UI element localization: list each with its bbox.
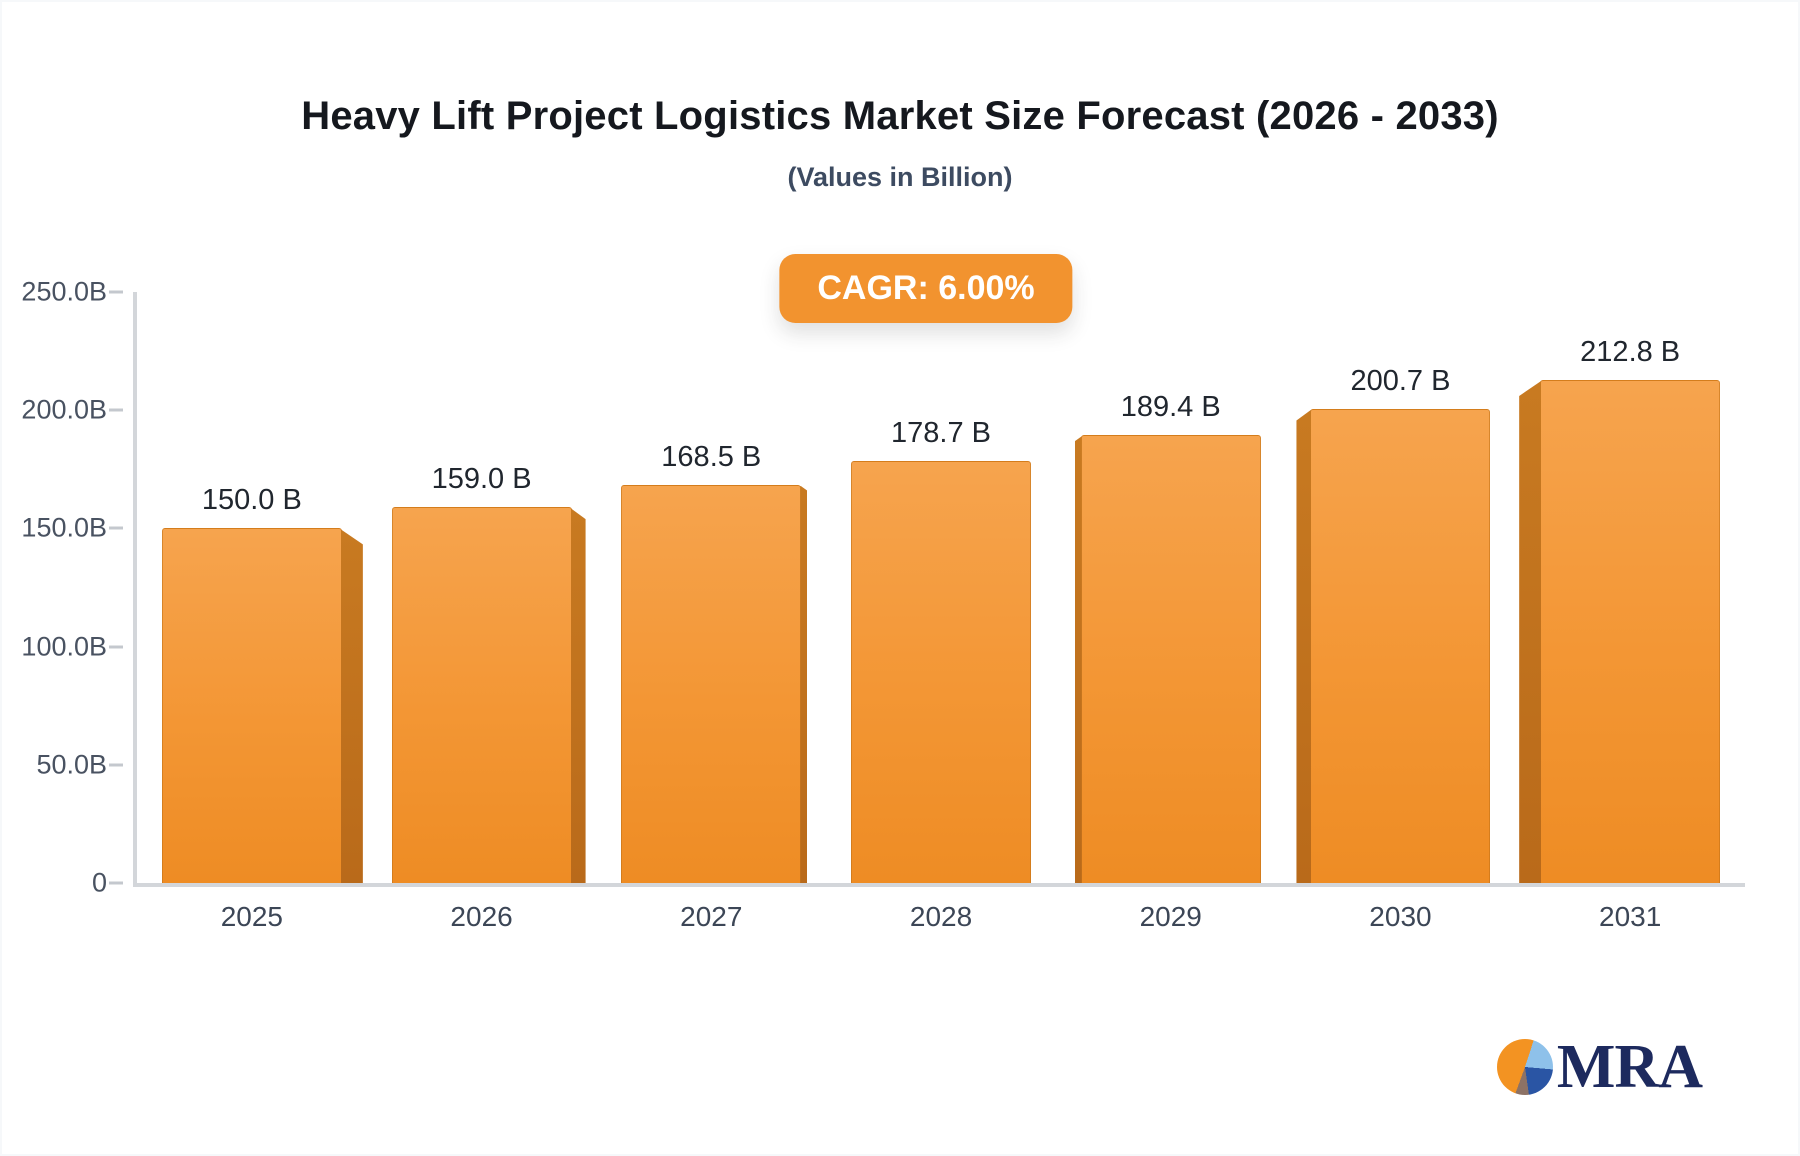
y-axis-label: 0 [91,867,107,898]
chart-subtitle: (Values in Billion) [787,162,1013,192]
y-axis-label: 50.0B [36,749,107,780]
bar-2027: 168.5 B [621,441,808,883]
bar-2030: 200.7 B [1296,365,1491,883]
bar-value-label: 168.5 B [661,440,762,473]
bar-group-2025: 150.0 B 2025 [137,292,367,932]
bar-group-2031: 212.8 B 2031 [1515,292,1745,932]
x-axis-label: 2028 [909,901,973,932]
bar-value-label: 189.4 B [1120,391,1221,424]
bar-series: 150.0 B 2025 159.0 B 2026 168.5 B 2027 178.7 B… [137,292,1745,932]
bar-value-label: 159.0 B [431,463,532,496]
bar-side-shade [1519,380,1542,883]
y-axis-tick [109,526,123,530]
bar-side-shade [340,529,363,883]
bar-2029: 189.4 B [1074,391,1261,883]
bar-value-label: 178.7 B [891,416,992,449]
x-axis-label: 2027 [680,901,743,932]
bar-value-label: 200.7 B [1350,364,1451,397]
bar-value-label: 212.8 B [1580,335,1681,368]
chart-title: Heavy Lift Project Logistics Market Size… [301,94,1499,138]
y-axis-label: 200.0B [21,394,107,425]
logo-text: MRA [1556,1033,1703,1101]
y-axis-tick [109,881,123,885]
x-axis-label: 2031 [1599,901,1662,932]
y-axis-label: 250.0B [21,276,107,307]
bar-side-shade [800,485,808,883]
bar-2028: 178.7 B [851,417,1032,883]
x-axis-label: 2030 [1369,901,1432,932]
y-axis-tick [109,645,123,649]
y-axis-tick [109,408,123,412]
x-axis-label: 2026 [450,901,513,932]
plot-area: 250.0B 200.0B 150.0B 100.0B 50.0B 0 150.0 B 20… [21,277,1745,932]
y-axis-label: 100.0B [21,631,107,662]
y-axis-label: 150.0B [21,512,107,543]
bar-2031: 212.8 B [1519,336,1721,883]
bar-side-shade [570,508,586,883]
bar-side-shade [1296,409,1312,883]
bar-group-2027: 168.5 B 2027 [596,292,826,932]
bar-group-2030: 200.7 B 2030 [1286,292,1516,932]
x-axis-label: 2025 [220,901,284,932]
bar-group-2029: 189.4 B 2029 [1056,292,1286,932]
pie-chart-logo-icon [1496,1039,1553,1095]
x-axis-label: 2029 [1139,901,1202,932]
y-axis-tick [109,763,123,767]
bar-side-shade [1074,436,1082,883]
bar-value-label: 150.0 B [201,484,302,517]
bar-2025: 150.0 B [161,484,363,883]
cagr-badge: CAGR: 6.00% [779,254,1073,323]
bar-2026: 159.0 B [391,463,586,883]
bar-group-2028: 178.7 B 2028 [826,292,1056,932]
bar-group-2026: 159.0 B 2026 [367,292,597,932]
mra-logo: MRA [1496,1033,1703,1101]
y-axis-tick [109,290,123,294]
